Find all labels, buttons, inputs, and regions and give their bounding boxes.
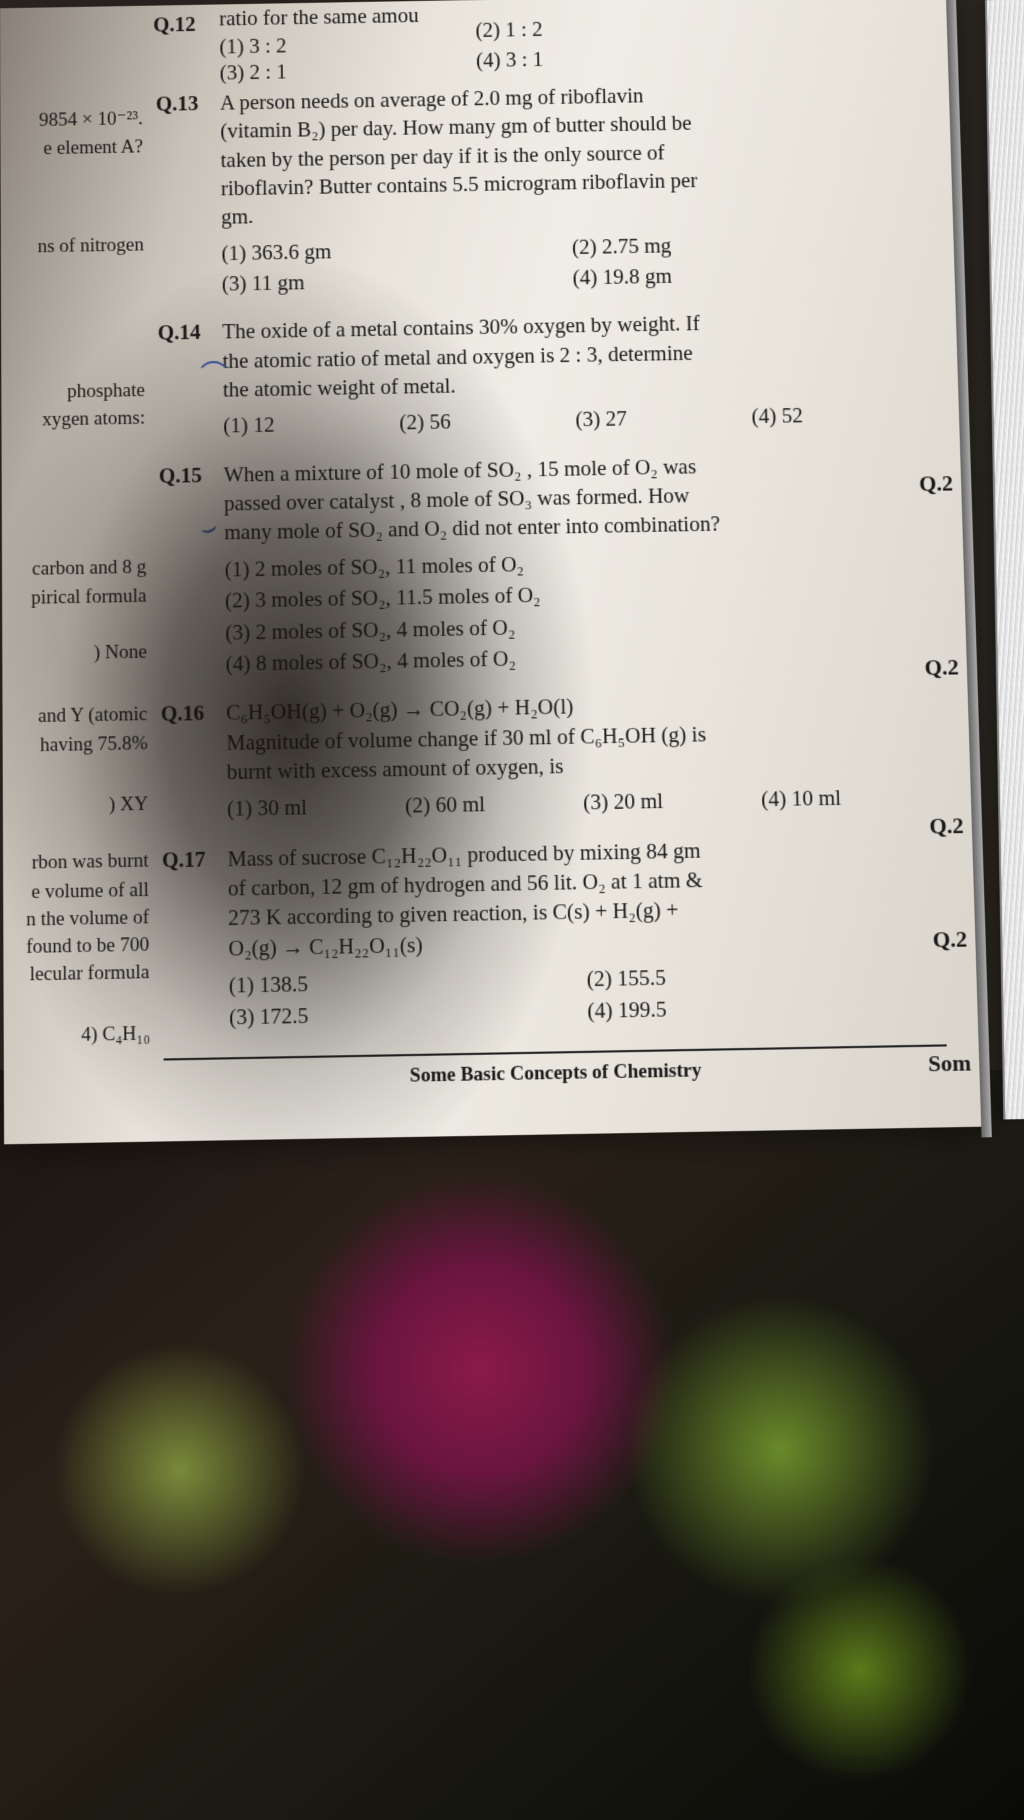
q13-num: Q.13 xyxy=(156,89,222,301)
left-frag: ) XY xyxy=(109,791,149,819)
book-page-stack xyxy=(985,0,1024,1119)
left-frag: lecular formula xyxy=(30,959,150,988)
q12-fragment: Q.12 ratio for the same amou (1) 3 : 2 (… xyxy=(155,0,917,86)
q14-options: (1) 12 (2) 56 (3) 27 (4) 52 xyxy=(223,398,928,442)
q13-opt: (4) 19.8 gm xyxy=(572,256,923,293)
left-frag: carbon and 8 g xyxy=(32,554,146,583)
q12-num: Q.12 xyxy=(153,10,196,39)
q13-options: (1) 363.6 gm (2) 2.75 mg (3) 11 gm (4) 1… xyxy=(221,225,923,299)
right-frag: Q.2 xyxy=(932,923,967,955)
q16-options: (1) 30 ml (2) 60 ml (3) 20 ml (4) 10 ml xyxy=(227,780,940,824)
table-surface xyxy=(0,1070,1024,1820)
left-frag: ) None xyxy=(94,639,147,667)
q17-body: Mass of sucrose C₁₂H₂₂O₁₁ produced by mi… xyxy=(227,831,946,1034)
book-spine-edge xyxy=(946,0,992,1137)
textbook-page: 9854 × 10⁻²³. e element A? ns of nitroge… xyxy=(0,0,985,1144)
q14-opt: (4) 52 xyxy=(751,398,928,432)
left-frag: 4) C₄H₁₀ xyxy=(81,1020,150,1048)
left-frag: ns of nitrogen xyxy=(37,232,143,260)
question-16: Q.16 C₆H₅OH(g) + O₂(g) → CO₂(g) + H₂O(l)… xyxy=(161,685,940,826)
left-frag: and Y (atomic xyxy=(38,701,148,730)
q16-body: C₆H₅OH(g) + O₂(g) → CO₂(g) + H₂O(l) Magn… xyxy=(226,685,940,824)
question-17: Q.17 Mass of sucrose C₁₂H₂₂O₁₁ produced … xyxy=(162,831,946,1035)
q15-num: Q.15 xyxy=(159,460,226,680)
left-frag: e volume of all xyxy=(31,877,149,906)
chapter-footer: Some Basic Concepts of Chemistry xyxy=(164,1044,948,1094)
left-frag: rbon was burnt xyxy=(32,848,149,877)
q15-body: When a mixture of 10 mole of SO₂ , 15 mo… xyxy=(224,448,936,680)
right-frag: Som xyxy=(928,1047,972,1079)
q14-opt: (3) 27 xyxy=(575,401,752,435)
q17-options: (1) 138.5 (2) 155.5 (3) 172.5 (4) 199.5 xyxy=(229,956,946,1033)
question-13: Q.13 A person needs on average of 2.0 mg… xyxy=(156,76,924,300)
right-frag: Q.2 xyxy=(918,468,953,499)
q16-opt: (1) 30 ml xyxy=(227,790,405,825)
q15-options: (1) 2 moles of SO₂, 11 moles of O₂ (2) 3… xyxy=(225,541,936,679)
q14-body: The oxide of a metal contains 30% oxygen… xyxy=(222,305,928,441)
q13-body: A person needs on average of 2.0 mg of r… xyxy=(220,76,924,299)
q17-num: Q.17 xyxy=(162,844,229,1035)
question-15: Q.15 When a mixture of 10 mole of SO₂ , … xyxy=(159,448,936,681)
q16-opt: (4) 10 ml xyxy=(761,780,940,815)
q12-opt: (1) 3 : 2 xyxy=(219,31,286,61)
q17-opt: (4) 199.5 xyxy=(587,989,946,1028)
q12-opt: (2) 1 : 2 xyxy=(475,15,543,45)
q17-opt: (3) 172.5 xyxy=(229,995,588,1034)
q12-opt: (3) 2 : 1 xyxy=(220,57,288,87)
left-frag: pirical formula xyxy=(31,583,147,612)
left-frag: phosphate xyxy=(67,378,145,406)
q14-opt: (2) 56 xyxy=(399,404,576,438)
main-column: Q.12 ratio for the same amou (1) 3 : 2 (… xyxy=(155,0,948,1094)
q14-opt: (1) 12 xyxy=(223,407,400,441)
left-frag: 9854 × 10⁻²³. xyxy=(39,106,143,134)
left-frag: xygen atoms: xyxy=(42,405,145,433)
q13-opt: (3) 11 gm xyxy=(222,262,573,299)
question-14: Q.14 The oxide of a metal contains 30% o… xyxy=(158,305,929,442)
left-cutoff-column: 9854 × 10⁻²³. e element A? ns of nitroge… xyxy=(0,6,159,1145)
q12-ratio-text: ratio for the same amou xyxy=(219,1,419,33)
left-frag: having 75.8% xyxy=(40,730,148,759)
right-frag: Q.2 xyxy=(924,652,959,683)
right-frag: Q.2 xyxy=(929,810,964,842)
q16-opt: (3) 20 ml xyxy=(583,783,762,818)
pen-mark: ⌒ xyxy=(200,358,227,394)
q12-opt: (4) 3 : 1 xyxy=(476,45,544,75)
left-frag: found to be 700 xyxy=(26,932,149,961)
left-frag: e element A? xyxy=(43,134,143,162)
left-frag: n the volume of xyxy=(26,904,149,933)
q16-opt: (2) 60 ml xyxy=(405,787,584,822)
q16-num: Q.16 xyxy=(161,698,228,826)
